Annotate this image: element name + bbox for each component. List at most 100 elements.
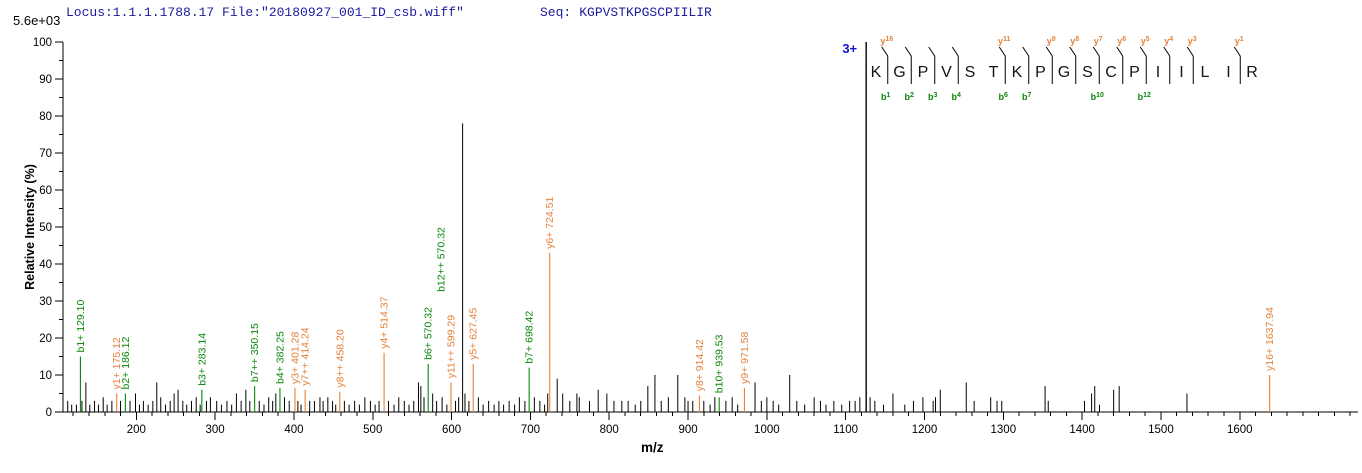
- x-tick-label: 1600: [1227, 424, 1253, 436]
- intensity-scale-label: 5.6e+03: [13, 13, 61, 28]
- residue-letter: I: [1226, 64, 1230, 81]
- y-ion-ladder-label: y11: [998, 36, 1011, 46]
- b-ion-ladder-label: b2: [905, 92, 915, 102]
- b-ion-ladder-label: b7: [1022, 92, 1032, 102]
- background-peaks: [67, 123, 1188, 412]
- cleavage-diagonal: [998, 46, 1006, 57]
- y-tick-label: 10: [39, 370, 52, 382]
- y-tick-label: 50: [39, 222, 52, 234]
- peak-label: b1+ 129.10: [75, 299, 87, 352]
- peak-label: y4+ 514.37: [379, 296, 391, 348]
- b-ion-ladder-label: b4: [952, 92, 962, 102]
- residue-letter: T: [989, 64, 999, 81]
- x-axis-ticks: 200 300 400 500 600 700 800 900 1000 1100 1200 1300…: [72, 412, 1351, 436]
- cleavage-diagonal: [1233, 46, 1241, 57]
- b-ion-ladder-label: b6: [999, 92, 1009, 102]
- residue-letter: R: [1246, 64, 1258, 81]
- peak-label: y6+ 724.51: [544, 196, 556, 248]
- x-tick-label: 600: [442, 424, 461, 436]
- locus-file-header: Locus:1.1.1.1788.17 File:"20180927_001_I…: [66, 5, 464, 20]
- cleavage-diagonal: [1163, 46, 1171, 57]
- cleavage-diagonal: [951, 46, 959, 57]
- residue-letter: K: [1012, 64, 1023, 81]
- x-tick-label: 400: [284, 424, 303, 436]
- cleavage-diagonal: [1116, 46, 1124, 57]
- b-ion-ladder-label: b12: [1138, 92, 1151, 102]
- x-tick-label: 900: [678, 424, 697, 436]
- y-tick-label: 90: [39, 74, 52, 86]
- y-ion-ladder-label: y6: [1117, 36, 1126, 46]
- y-ion-ladder-label: y8: [1070, 36, 1079, 46]
- y-ion-ladder-label: y5: [1141, 36, 1150, 46]
- peak-label: y5+ 627.45: [468, 307, 480, 359]
- cleavage-diagonal: [1022, 46, 1030, 57]
- x-tick-label: 200: [127, 424, 146, 436]
- peak-label: b3+ 283.14: [196, 333, 208, 386]
- peak-label: y1+ 175.12: [111, 337, 123, 389]
- residue-letter: S: [1082, 64, 1093, 81]
- residue-letter: L: [1201, 64, 1210, 81]
- cleavage-diagonal: [1069, 46, 1077, 57]
- y-tick-label: 30: [39, 296, 52, 308]
- y-tick-label: 0: [46, 407, 52, 419]
- x-tick-label: 1400: [1069, 424, 1095, 436]
- y-ion-ladder-label: y7: [1094, 36, 1103, 46]
- residue-letter: P: [1129, 64, 1140, 81]
- y-tick-label: 60: [39, 185, 52, 197]
- cleavage-diagonal: [1045, 46, 1053, 57]
- y-tick-label: 80: [39, 111, 52, 123]
- residue-letter: I: [1156, 64, 1160, 81]
- x-tick-label: 1500: [1148, 424, 1174, 436]
- x-tick-label: 500: [363, 424, 382, 436]
- peak-label: b6+ 570.32: [423, 307, 435, 360]
- y-axis-title: Relative Intensity (%): [23, 164, 37, 290]
- cleavage-diagonal: [881, 46, 889, 57]
- cleavage-diagonal: [1186, 46, 1194, 57]
- peak-label: y16+ 1637.94: [1264, 307, 1276, 371]
- residue-letter: C: [1105, 64, 1117, 81]
- y-tick-label: 40: [39, 259, 52, 271]
- y-tick-label: 20: [39, 333, 52, 345]
- residue-letter: V: [941, 64, 952, 81]
- y-tick-label: 100: [33, 37, 52, 49]
- residue-letter: K: [871, 64, 882, 81]
- precursor-charge-label: 3+: [842, 41, 857, 56]
- y-ion-ladder-label: y16: [880, 36, 893, 46]
- x-tick-label: 300: [206, 424, 225, 436]
- sequence-header: Seq: KGPVSTKPGSCPIILIR: [540, 5, 712, 20]
- x-tick-label: 800: [600, 424, 619, 436]
- residue-letter: G: [1058, 64, 1070, 81]
- peak-label: y8+ 914.42: [694, 339, 706, 391]
- peak-label: b7++ 350.15: [249, 323, 261, 382]
- residue-letter: I: [1179, 64, 1183, 81]
- peak-label: y3+ 401.28: [289, 332, 301, 384]
- peak-label: b2+ 186.12: [120, 336, 132, 389]
- peak-label: b7+ 698.42: [524, 311, 536, 364]
- y-tick-label: 70: [39, 148, 52, 160]
- peak-label: y11++ 599.29: [446, 315, 458, 379]
- y-ion-ladder-label: y9: [1047, 36, 1056, 46]
- x-tick-label: 1300: [991, 424, 1017, 436]
- residue-letter: P: [1035, 64, 1046, 81]
- peak-label: y8++ 458.20: [334, 329, 346, 388]
- y-ion-ladder-label: y1: [1235, 36, 1244, 46]
- x-tick-label: 700: [521, 424, 540, 436]
- y-ion-ladder-label: y4: [1164, 36, 1173, 46]
- cleavage-diagonal: [1139, 46, 1147, 57]
- b-ion-ladder-label: b3: [928, 92, 938, 102]
- residue-letter: P: [918, 64, 929, 81]
- x-tick-label: 1100: [833, 424, 858, 436]
- y-axis-ticks: 0 10 20 30 40 50 60 70 80 90 100: [33, 37, 63, 419]
- b-ion-ladder-label: b1: [881, 92, 891, 102]
- cleavage-diagonal: [928, 46, 936, 57]
- peak-label: b4+ 382.25: [274, 331, 286, 384]
- cleavage-diagonal: [904, 46, 912, 57]
- x-tick-label: 1000: [754, 424, 780, 436]
- peak-label: b10+ 939.53: [714, 334, 726, 393]
- residue-letter: G: [893, 64, 905, 81]
- residue-letter: S: [965, 64, 976, 81]
